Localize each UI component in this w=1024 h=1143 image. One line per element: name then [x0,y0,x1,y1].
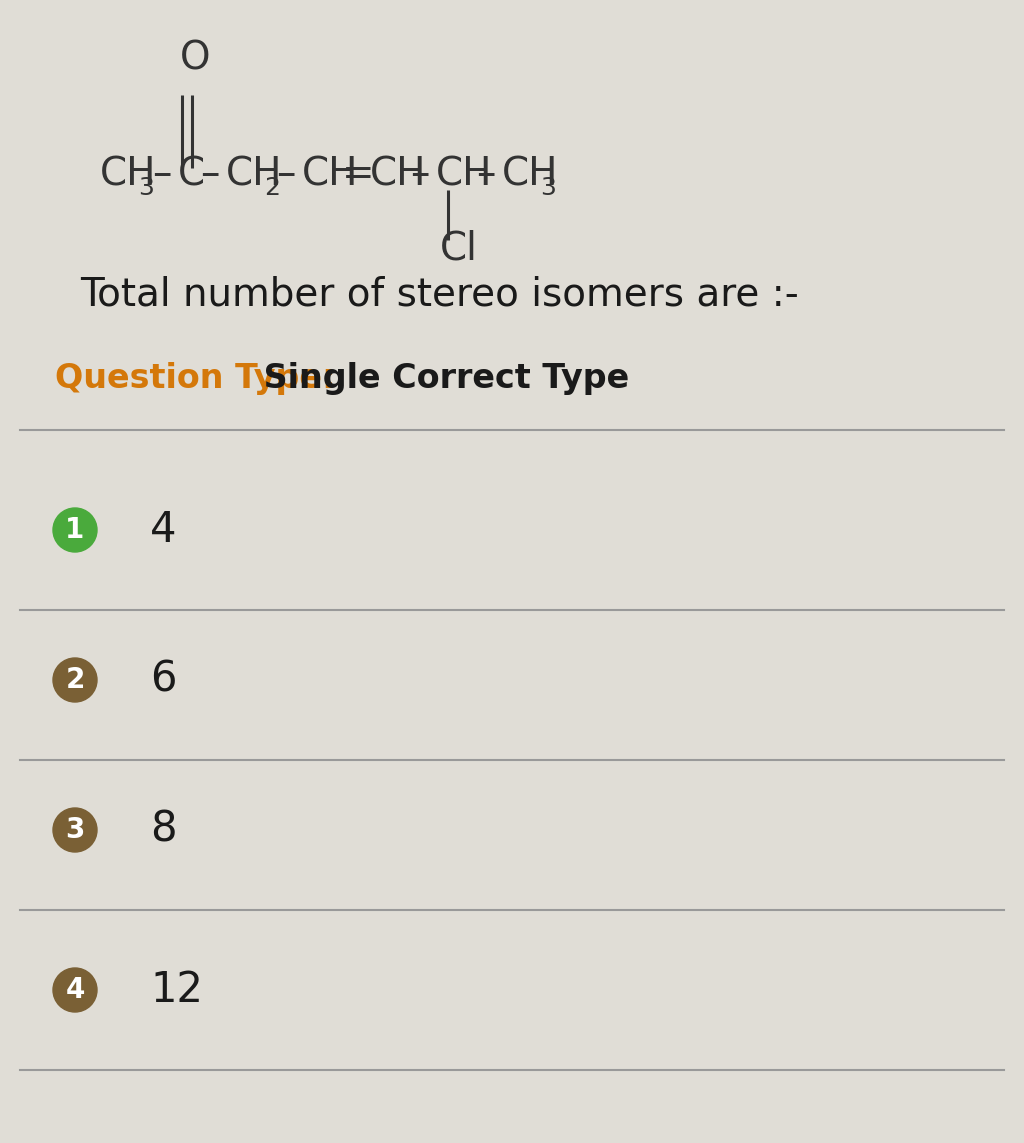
Text: CH: CH [226,155,283,193]
Text: Cl: Cl [440,230,478,267]
Text: –: – [152,155,171,193]
Text: Single Correct Type: Single Correct Type [252,362,630,395]
Text: 4: 4 [150,509,176,551]
Text: Total number of stereo isomers are :-: Total number of stereo isomers are :- [80,275,799,313]
Circle shape [53,507,97,552]
Text: –: – [476,155,496,193]
Circle shape [53,658,97,702]
Text: 12: 12 [150,969,203,1012]
Text: C: C [178,155,205,193]
Text: 3: 3 [66,816,85,844]
Text: 4: 4 [66,976,85,1004]
Text: CH: CH [502,155,558,193]
Text: 8: 8 [150,809,176,852]
Text: CH: CH [100,155,157,193]
Text: O: O [180,40,211,78]
Text: 2: 2 [264,176,280,200]
Text: =: = [342,155,375,193]
Text: CH: CH [302,155,358,193]
Text: –: – [200,155,219,193]
Text: CH: CH [370,155,427,193]
Text: –: – [276,155,295,193]
Text: Question Type:: Question Type: [55,362,336,395]
Circle shape [53,968,97,1012]
Text: 1: 1 [66,515,85,544]
Text: CH: CH [436,155,493,193]
Text: 6: 6 [150,660,176,701]
Text: 3: 3 [138,176,154,200]
Text: 3: 3 [540,176,556,200]
Text: 2: 2 [66,666,85,694]
Text: –: – [410,155,429,193]
Circle shape [53,808,97,852]
